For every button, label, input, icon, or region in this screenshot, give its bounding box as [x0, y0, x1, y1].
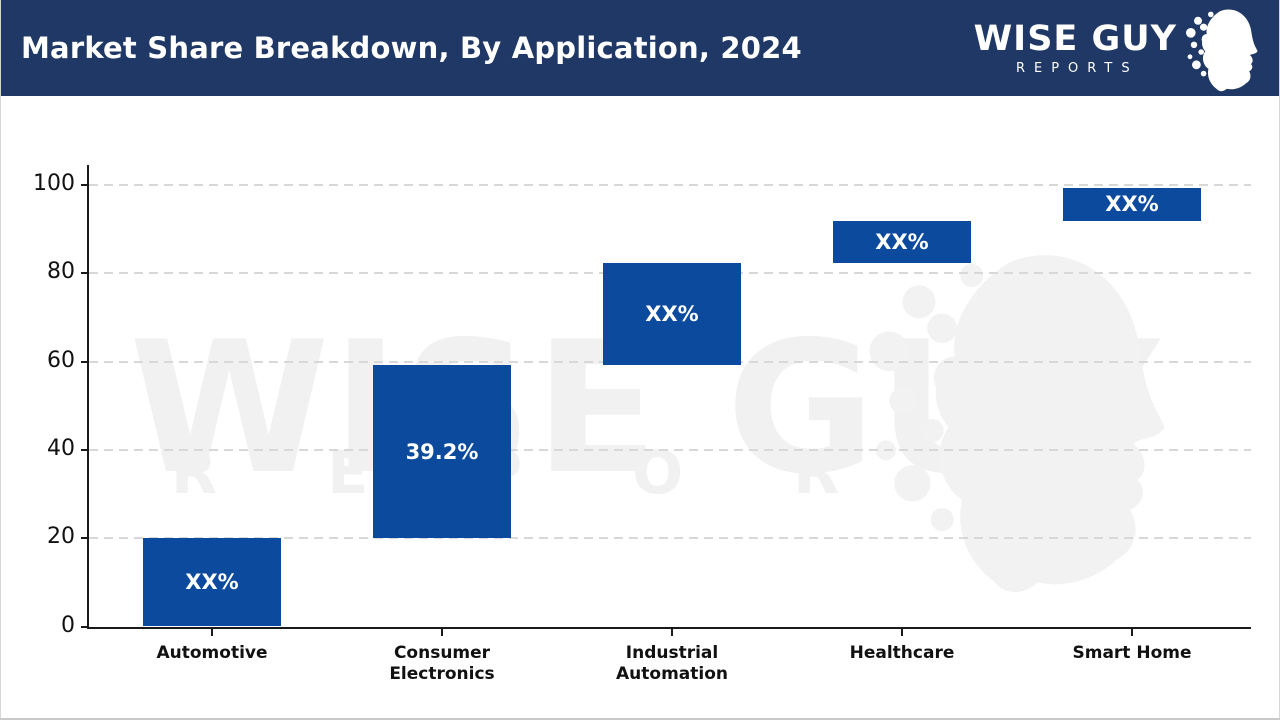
bar-value-label: XX%	[875, 229, 929, 254]
logo-wiseguy-text: WISE GUY	[973, 18, 1177, 59]
page-title: Market Share Breakdown, By Application, …	[21, 31, 802, 65]
bar-value-label: XX%	[1105, 192, 1159, 217]
x-axis-tick-mark	[441, 628, 443, 636]
x-axis-category-label: Consumer Electronics	[389, 642, 495, 684]
x-axis-tick-mark	[671, 628, 673, 636]
x-axis-tick-mark	[1131, 628, 1133, 636]
x-axis-category-label: Healthcare	[849, 642, 955, 663]
x-axis-tick-mark	[211, 628, 213, 636]
bar-automotive: XX%	[143, 538, 281, 627]
y-axis-tick-label: 60	[47, 347, 75, 373]
gridline	[89, 448, 1251, 451]
x-axis-tick-mark	[901, 628, 903, 636]
y-axis-tick-mark	[81, 448, 89, 451]
y-axis-tick-mark	[81, 537, 89, 540]
y-axis-line	[87, 165, 89, 629]
x-axis-category-label: Automotive	[156, 642, 268, 663]
y-axis-tick-mark	[81, 272, 89, 275]
gridline	[89, 537, 1251, 540]
header-bar: Market Share Breakdown, By Application, …	[1, 0, 1279, 96]
x-axis-line	[87, 626, 1251, 629]
x-axis-category-label: Smart Home	[1072, 642, 1192, 663]
y-axis-tick-label: 80	[47, 259, 75, 285]
chart-area: WISE GUY REPORTS 0 20 40 60 80 100 XX% 39.2% XX%…	[1, 96, 1279, 718]
y-axis-tick-label: 20	[47, 524, 75, 550]
y-axis-tick-label: 0	[61, 612, 75, 638]
logo-reports-text: REPORTS	[1015, 60, 1139, 76]
bar-value-label: XX%	[645, 301, 699, 326]
brand-logo: WISE GUY REPORTS	[974, 4, 1265, 92]
bar-smart-home: XX%	[1063, 187, 1201, 221]
logo-face-icon	[1186, 9, 1258, 92]
bar-consumer-electronics: 39.2%	[373, 365, 511, 539]
bar-industrial-automation: XX%	[603, 262, 741, 366]
y-axis-tick-label: 100	[33, 171, 75, 196]
bar-value-label: 39.2%	[405, 439, 479, 464]
y-axis-tick-mark	[81, 360, 89, 363]
y-axis-tick-mark	[81, 184, 89, 186]
x-axis-category-label: Industrial Automation	[616, 642, 728, 684]
bar-value-label: XX%	[185, 570, 239, 595]
y-axis-tick-label: 40	[47, 435, 75, 461]
gridline	[89, 184, 1251, 186]
brand-logo-text: WISE GUY REPORTS	[973, 18, 1177, 76]
bar-healthcare: XX%	[833, 220, 971, 263]
y-axis-tick-mark	[81, 625, 89, 628]
